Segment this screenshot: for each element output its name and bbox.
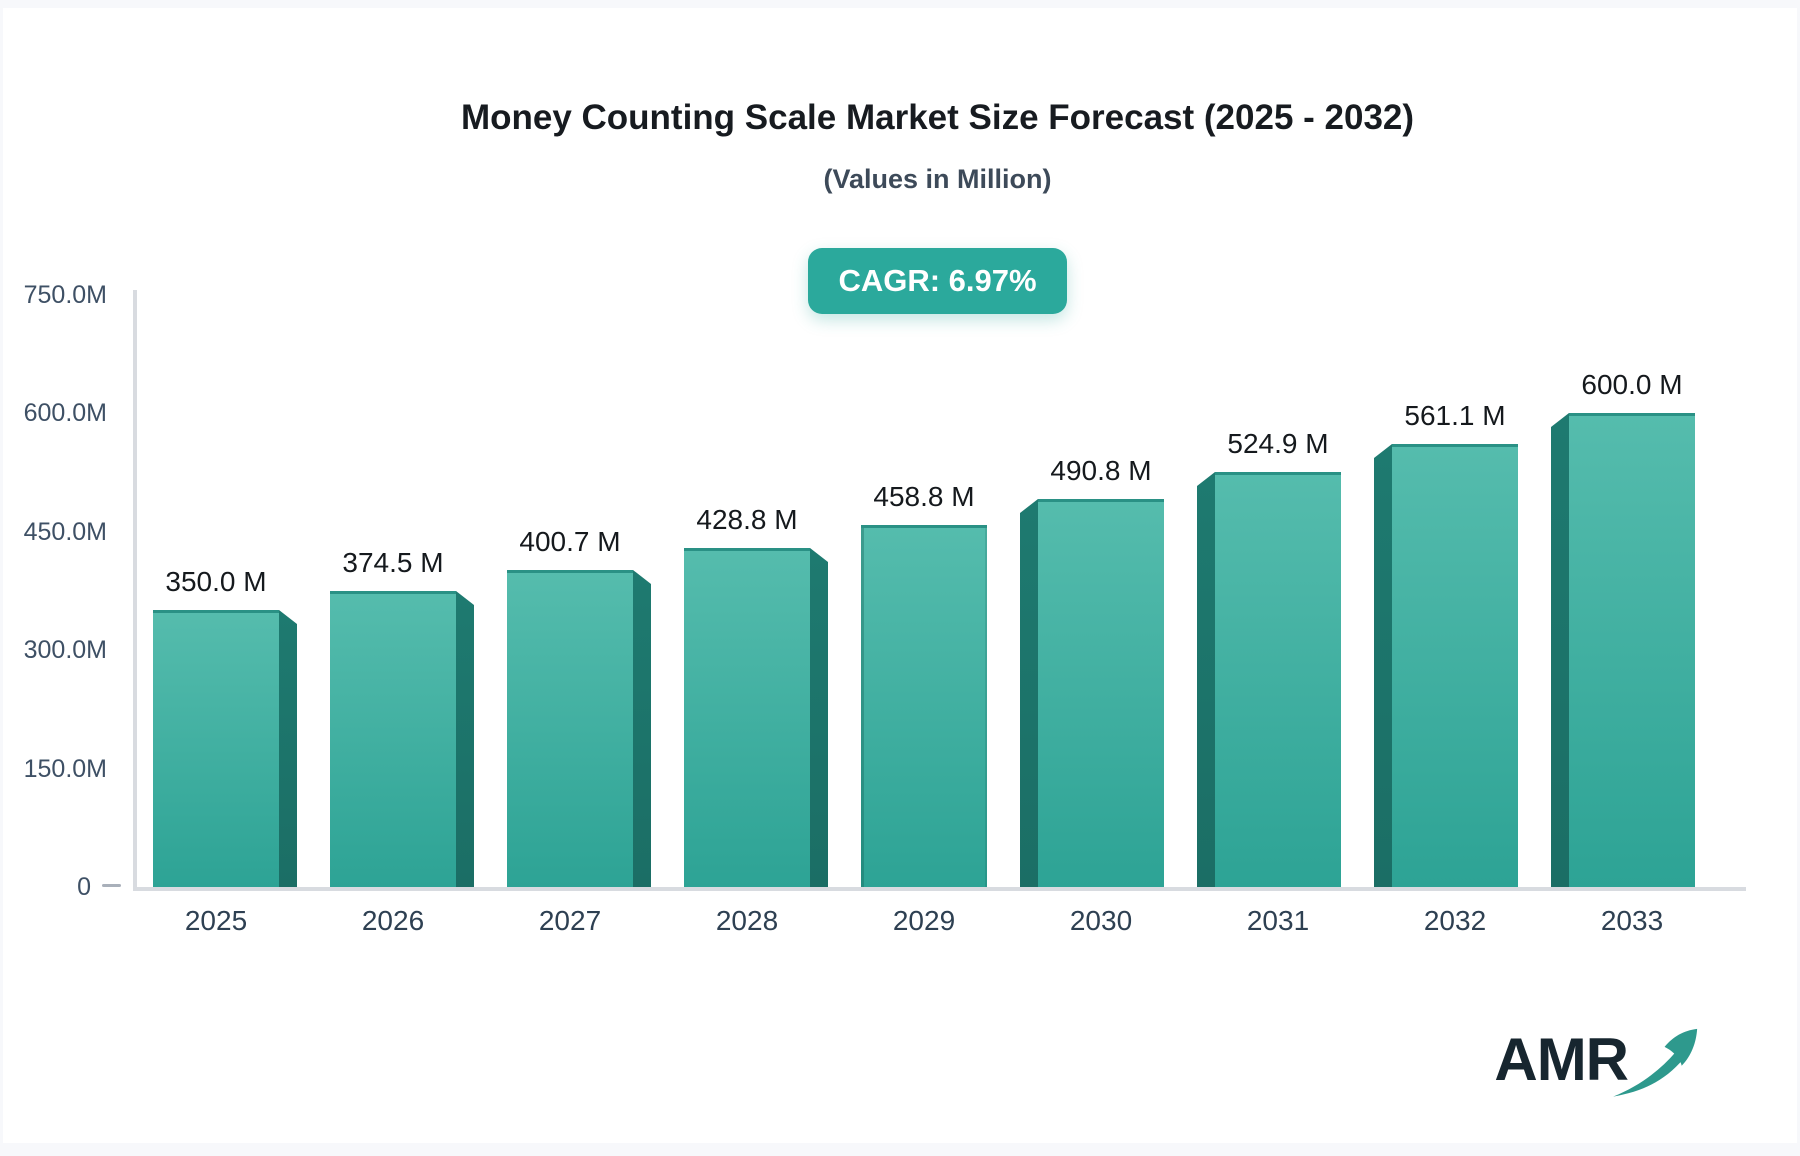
bar-face — [153, 610, 279, 887]
bar-value-label: 350.0 M — [165, 566, 267, 597]
bar-value-label: 374.5 M — [342, 547, 444, 578]
amr-logo-text: AMR — [1494, 1026, 1629, 1093]
bar-face — [1392, 444, 1518, 887]
x-tick-label: 2032 — [1423, 905, 1487, 936]
bar-face — [1569, 413, 1695, 887]
bar-2029 — [861, 525, 987, 887]
bars-layer: 350.0 M 374.5 M 400.7 M 428.8 M 458.8 M 490.8… — [137, 290, 1746, 887]
x-tick-label: 2026 — [361, 905, 425, 936]
x-tick-label: 2029 — [892, 905, 956, 936]
chart-title: Money Counting Scale Market Size Forecas… — [460, 98, 1415, 137]
zero-tick-dash — [102, 884, 121, 887]
bar-face — [1215, 472, 1341, 887]
y-axis-ticks: 750.0M 600.0M 450.0M 300.0M 150.0M 0 — [24, 281, 1746, 901]
bar-side-facet — [633, 570, 651, 887]
x-tick-label: 2027 — [538, 905, 602, 936]
bar-face — [684, 548, 810, 887]
chart-subtitle: (Values in Million) — [823, 164, 1052, 194]
bar-side-facet — [1020, 499, 1038, 887]
bar-face — [1038, 499, 1164, 887]
y-tick-label: 600.0M — [23, 399, 107, 427]
cagr-badge: CAGR: 6.97% — [808, 248, 1067, 314]
bar-value-label: 428.8 M — [696, 504, 798, 535]
bar-2032 — [1374, 444, 1518, 887]
bar-side-facet — [1374, 444, 1392, 887]
bar-value-label: 524.9 M — [1227, 428, 1329, 459]
x-tick-label: 2030 — [1069, 905, 1133, 936]
bar-side-facet — [810, 548, 828, 887]
bar-2027 — [507, 570, 651, 887]
x-tick-label: 2028 — [715, 905, 779, 936]
y-tick-label: 450.0M — [23, 517, 107, 546]
y-tick-label: 750.0M — [23, 280, 107, 309]
bar-2026 — [330, 591, 474, 887]
growth-arrow-icon — [1613, 1028, 1698, 1097]
bar-value-label: 458.8 M — [873, 481, 975, 512]
chart-card: Money Counting Scale Market Size Forecas… — [3, 8, 1797, 1143]
bar-face — [861, 525, 987, 887]
bar-2033 — [1551, 413, 1695, 887]
bar-value-label: 400.7 M — [519, 526, 621, 557]
y-tick-label: 300.0M — [23, 636, 107, 664]
x-tick-label: 2025 — [184, 905, 248, 936]
amr-logo: AMR — [1494, 1026, 1700, 1100]
bar-side-facet — [1551, 413, 1569, 887]
bar-side-facet — [456, 591, 474, 887]
bar-face — [507, 570, 633, 887]
x-tick-label: 2033 — [1600, 905, 1664, 936]
bar-value-label: 600.0 M — [1581, 369, 1683, 400]
bar-value-label: 561.1 M — [1404, 400, 1506, 431]
bar-2025 — [153, 610, 297, 887]
y-tick-label: 0 — [77, 873, 91, 901]
bar-value-label: 490.8 M — [1050, 455, 1152, 486]
bar-2028 — [684, 548, 828, 887]
x-axis-labels: 2025 2026 2027 2028 2029 2030 2031 2032 2033 — [137, 290, 1746, 936]
chart-header: Money Counting Scale Market Size Forecas… — [133, 8, 1742, 314]
y-tick-label: 150.0M — [23, 754, 107, 783]
bar-2031 — [1197, 472, 1341, 887]
bar-face — [330, 591, 456, 887]
bar-side-facet — [279, 610, 297, 887]
bar-side-facet — [1197, 472, 1215, 887]
bar-2030 — [1020, 499, 1164, 887]
x-tick-label: 2031 — [1246, 905, 1310, 936]
